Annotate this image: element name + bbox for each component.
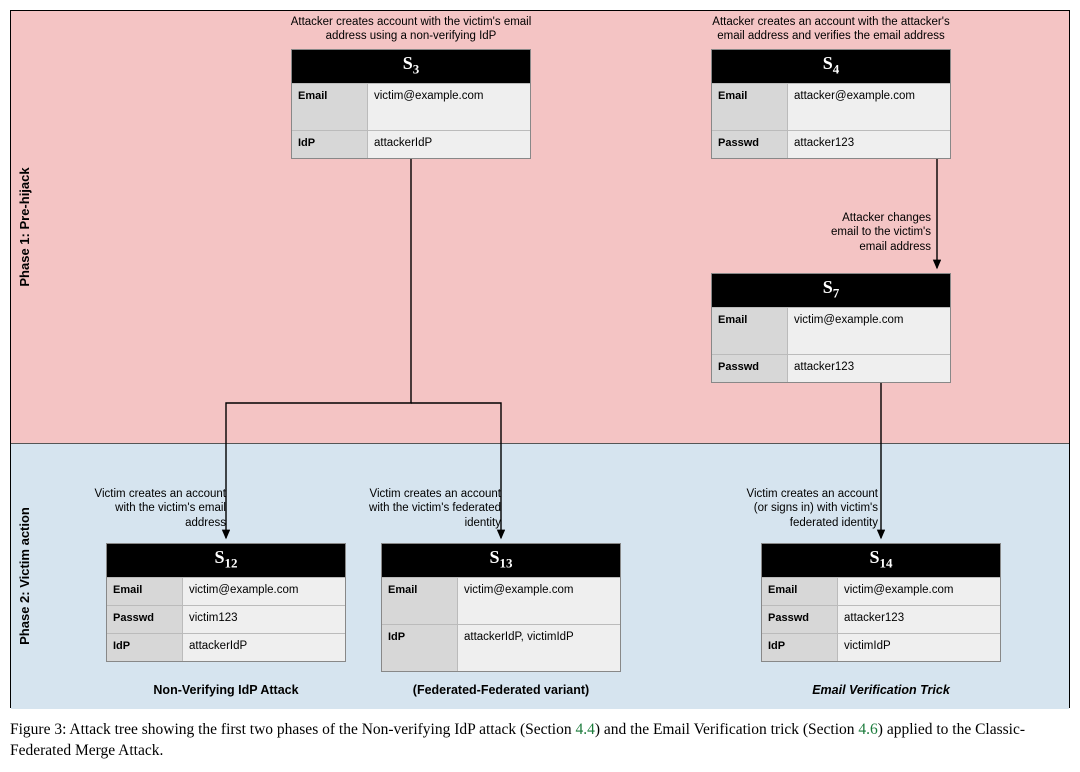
state-row-key: Passwd [762, 606, 838, 633]
state-row-value: attackerIdP [183, 634, 345, 661]
edge-label-s12: Victim creates an account with the victi… [91, 487, 226, 530]
state-row-value: victim123 [183, 606, 345, 633]
state-row: Emailvictim@example.com [712, 307, 950, 354]
state-s12: S12Emailvictim@example.comPasswdvictim12… [106, 543, 346, 662]
edge-label-s13: Victim creates an account with the victi… [366, 487, 501, 530]
caption-link-4-4[interactable]: 4.4 [575, 721, 594, 738]
state-row-key: Email [107, 578, 183, 605]
state-header: S14 [762, 544, 1000, 577]
bottom-label-s13: (Federated-Federated variant) [381, 683, 621, 697]
state-row-value: victim@example.com [458, 578, 620, 624]
edge-label-s4-s7: Attacker changes email to the victim's e… [816, 211, 931, 254]
state-row: Emailattacker@example.com [712, 83, 950, 130]
state-s14: S14Emailvictim@example.comPasswdattacker… [761, 543, 1001, 662]
state-row: IdPattackerIdP [292, 130, 530, 158]
state-row-value: attacker@example.com [788, 84, 950, 130]
state-row-value: attacker123 [838, 606, 1000, 633]
state-row-key: IdP [382, 625, 458, 671]
caption-prefix: Figure 3: Attack tree showing the first … [10, 721, 575, 738]
phase2-label: Phase 2: Victim action [17, 507, 32, 645]
state-row-key: Email [712, 308, 788, 354]
state-row: Passwdvictim123 [107, 605, 345, 633]
caption-link-4-6[interactable]: 4.6 [858, 721, 877, 738]
state-row: Passwdattacker123 [762, 605, 1000, 633]
bottom-label-s14: Email Verification Trick [761, 683, 1001, 697]
attack-tree-diagram: Phase 1: Pre-hijack Phase 2: Victim acti… [10, 10, 1070, 708]
bottom-label-s12: Non-Verifying IdP Attack [106, 683, 346, 697]
state-row-key: Email [762, 578, 838, 605]
annotation-s4: Attacker creates an account with the att… [706, 15, 956, 44]
state-s7: S7Emailvictim@example.comPasswdattacker1… [711, 273, 951, 383]
annotation-s3: Attacker creates account with the victim… [286, 15, 536, 44]
state-row-value: victim@example.com [838, 578, 1000, 605]
state-row-value: victim@example.com [368, 84, 530, 130]
phase1-label: Phase 1: Pre-hijack [17, 167, 32, 286]
state-header: S7 [712, 274, 950, 307]
state-s13: S13Emailvictim@example.comIdPattackerIdP… [381, 543, 621, 672]
state-row: Emailvictim@example.com [107, 577, 345, 605]
state-row-value: attacker123 [788, 131, 950, 158]
state-header: S3 [292, 50, 530, 83]
state-row-value: attacker123 [788, 355, 950, 382]
state-row-value: victimIdP [838, 634, 1000, 661]
state-row-value: attackerIdP [368, 131, 530, 158]
state-row: IdPattackerIdP [107, 633, 345, 661]
state-row-value: victim@example.com [183, 578, 345, 605]
state-header: S4 [712, 50, 950, 83]
state-row-key: Passwd [107, 606, 183, 633]
state-row-key: Passwd [712, 355, 788, 382]
state-row: Passwdattacker123 [712, 354, 950, 382]
caption-mid: ) and the Email Verification trick (Sect… [595, 721, 859, 738]
state-row-key: IdP [292, 131, 368, 158]
state-row-key: Email [382, 578, 458, 624]
figure-caption: Figure 3: Attack tree showing the first … [10, 720, 1070, 762]
state-row: Emailvictim@example.com [382, 577, 620, 624]
state-row-key: Email [712, 84, 788, 130]
state-row-value: victim@example.com [788, 308, 950, 354]
edge-label-s14: Victim creates an account (or signs in) … [738, 487, 878, 530]
state-row-key: IdP [107, 634, 183, 661]
state-row-key: Passwd [712, 131, 788, 158]
state-row: IdPvictimIdP [762, 633, 1000, 661]
state-header: S13 [382, 544, 620, 577]
state-s3: S3Emailvictim@example.comIdPattackerIdP [291, 49, 531, 159]
state-row: IdPattackerIdP, victimIdP [382, 624, 620, 671]
state-row: Emailvictim@example.com [762, 577, 1000, 605]
state-row-key: IdP [762, 634, 838, 661]
state-row: Passwdattacker123 [712, 130, 950, 158]
state-row: Emailvictim@example.com [292, 83, 530, 130]
state-row-key: Email [292, 84, 368, 130]
state-header: S12 [107, 544, 345, 577]
state-s4: S4Emailattacker@example.comPasswdattacke… [711, 49, 951, 159]
state-row-value: attackerIdP, victimIdP [458, 625, 620, 671]
